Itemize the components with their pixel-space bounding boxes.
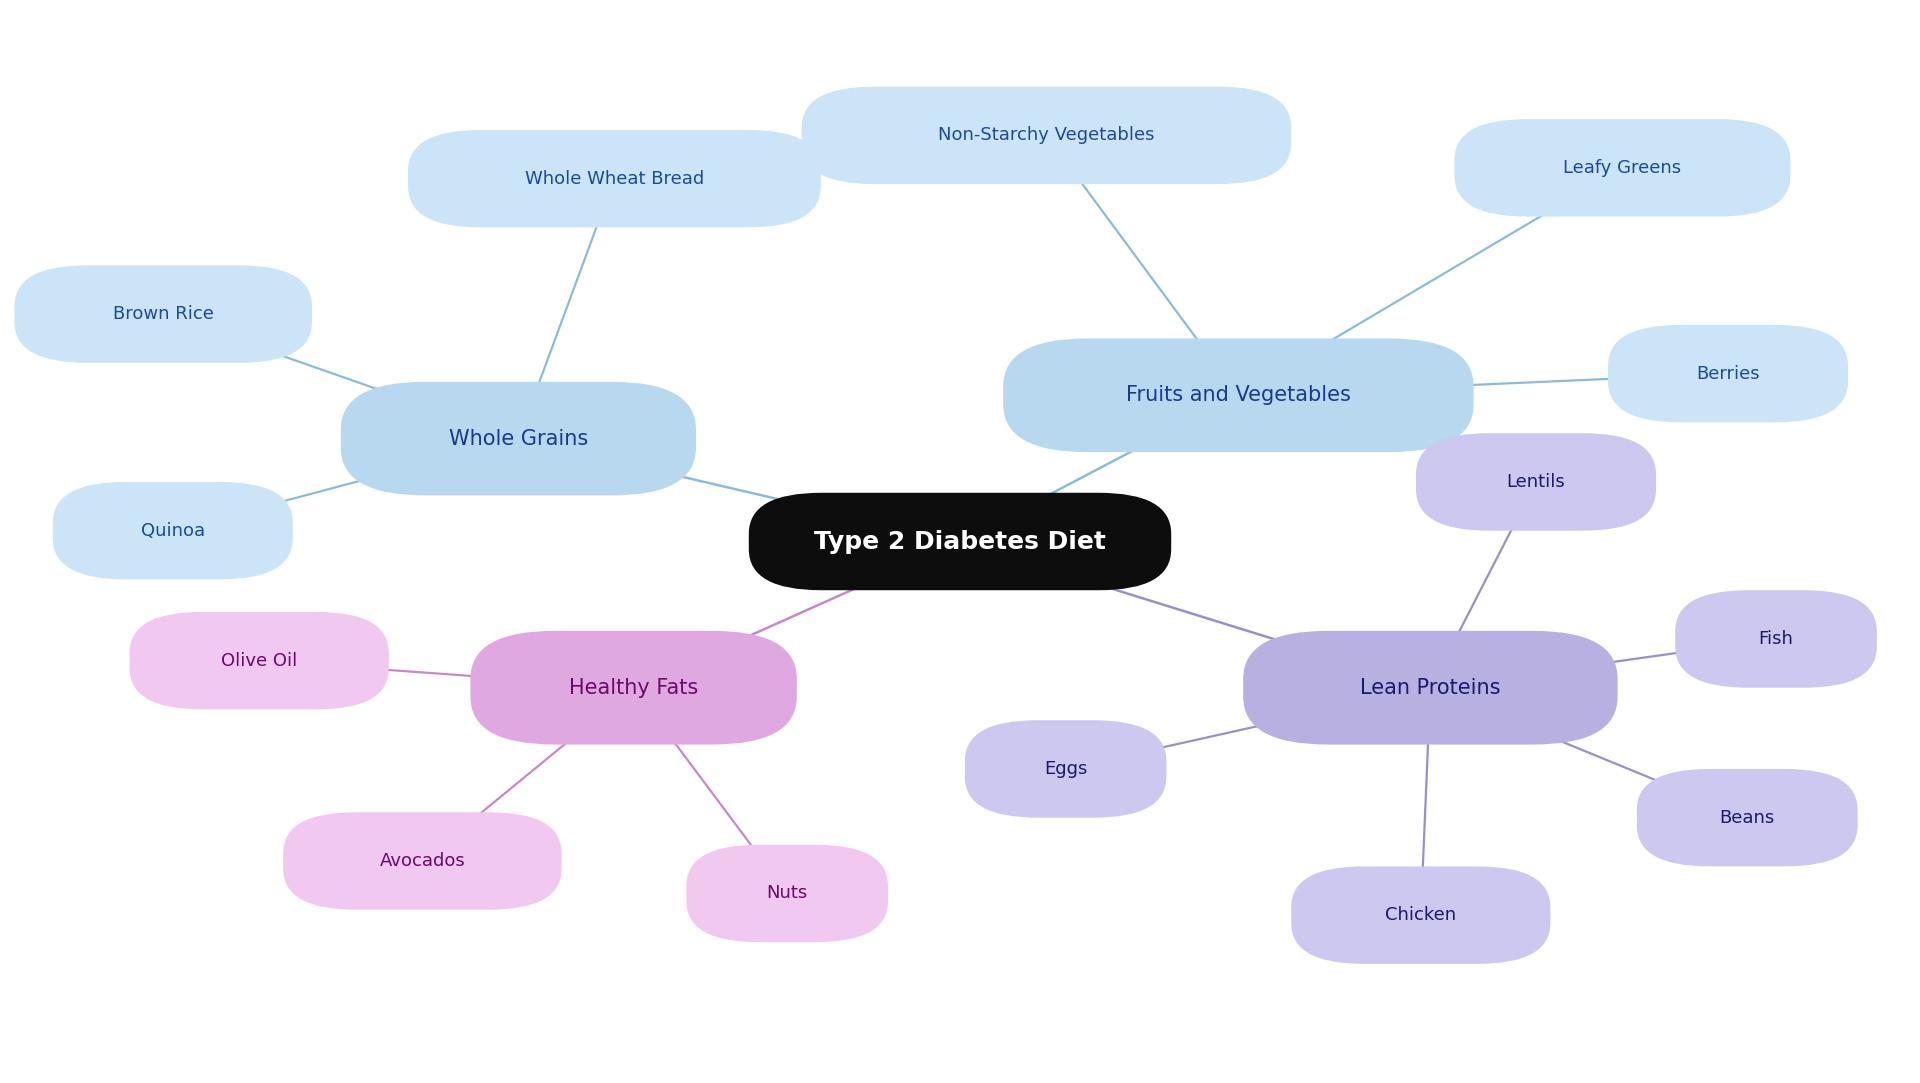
FancyBboxPatch shape — [284, 812, 561, 910]
FancyBboxPatch shape — [803, 87, 1292, 184]
Text: Lentils: Lentils — [1507, 473, 1565, 491]
FancyBboxPatch shape — [1002, 338, 1475, 453]
Text: Avocados: Avocados — [380, 852, 465, 870]
Text: Beans: Beans — [1720, 809, 1774, 826]
Text: Fruits and Vegetables: Fruits and Vegetables — [1125, 386, 1352, 405]
FancyBboxPatch shape — [1242, 630, 1617, 745]
Text: Healthy Fats: Healthy Fats — [568, 678, 699, 697]
FancyBboxPatch shape — [1455, 119, 1789, 217]
FancyBboxPatch shape — [1674, 590, 1878, 688]
Text: Olive Oil: Olive Oil — [221, 652, 298, 669]
Text: Quinoa: Quinoa — [140, 522, 205, 539]
FancyBboxPatch shape — [966, 720, 1167, 818]
FancyBboxPatch shape — [1290, 866, 1551, 964]
Text: Brown Rice: Brown Rice — [113, 305, 213, 323]
Text: Leafy Greens: Leafy Greens — [1563, 159, 1682, 177]
FancyBboxPatch shape — [342, 382, 697, 496]
Text: Berries: Berries — [1695, 365, 1761, 382]
Text: Lean Proteins: Lean Proteins — [1359, 678, 1501, 697]
Text: Whole Wheat Bread: Whole Wheat Bread — [524, 170, 705, 187]
Text: Type 2 Diabetes Diet: Type 2 Diabetes Diet — [814, 530, 1106, 553]
FancyBboxPatch shape — [1609, 325, 1847, 422]
Text: Nuts: Nuts — [766, 885, 808, 902]
Text: Whole Grains: Whole Grains — [449, 429, 588, 448]
Text: Fish: Fish — [1759, 630, 1793, 648]
Text: Chicken: Chicken — [1384, 906, 1457, 924]
Text: Eggs: Eggs — [1044, 760, 1087, 778]
FancyBboxPatch shape — [409, 130, 822, 227]
FancyBboxPatch shape — [749, 493, 1171, 590]
FancyBboxPatch shape — [687, 845, 887, 942]
FancyBboxPatch shape — [52, 482, 292, 579]
FancyBboxPatch shape — [1417, 433, 1655, 531]
FancyBboxPatch shape — [1636, 769, 1859, 866]
FancyBboxPatch shape — [15, 265, 311, 363]
Text: Non-Starchy Vegetables: Non-Starchy Vegetables — [939, 127, 1154, 144]
FancyBboxPatch shape — [470, 630, 797, 745]
FancyBboxPatch shape — [131, 612, 388, 709]
